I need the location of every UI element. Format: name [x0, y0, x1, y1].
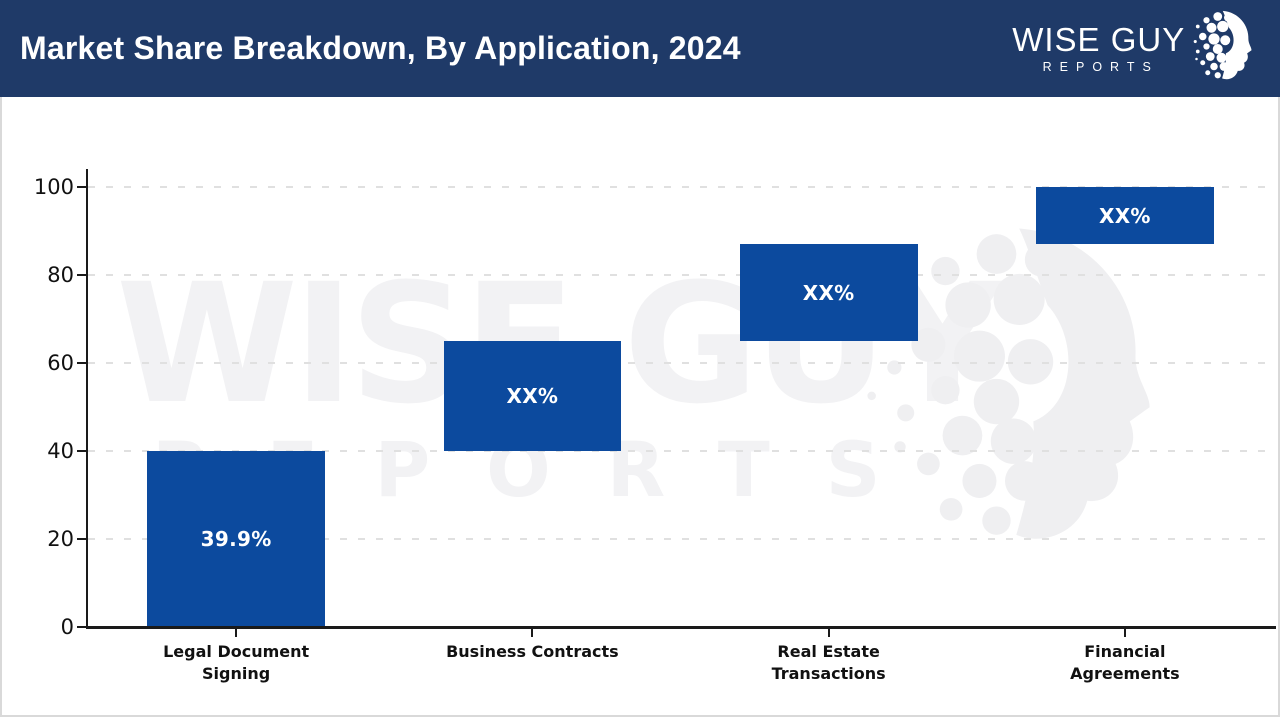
x-category-label-4: Financial Agreements — [1070, 642, 1180, 683]
gridline-60 — [88, 362, 1273, 364]
chart-bar-3: XX% — [739, 244, 918, 341]
x-category-label-3: Real Estate Transactions — [771, 642, 886, 683]
chart-bar-2: XX% — [443, 341, 622, 451]
y-tick-mark-60 — [77, 362, 86, 364]
chart-bar-4: XX% — [1036, 187, 1214, 245]
bar-value-label-3: XX% — [802, 280, 855, 305]
brand-logo: WISE GUY REPORTS — [1012, 9, 1258, 89]
gridline-40 — [88, 450, 1273, 452]
gridline-80 — [88, 274, 1273, 276]
x-tick-mark-2 — [531, 629, 534, 637]
x-tick-mark-4 — [1123, 629, 1126, 637]
x-tick-mark-1 — [235, 629, 238, 637]
y-tick-label-0: 0 — [60, 615, 74, 639]
y-tick-label-40: 40 — [47, 439, 74, 463]
y-tick-mark-40 — [77, 450, 86, 452]
y-tick-label-20: 20 — [47, 527, 74, 551]
gridline-20 — [88, 538, 1273, 540]
bar-value-label-4: XX% — [1098, 203, 1151, 228]
y-tick-label-80: 80 — [47, 263, 74, 287]
plot-area: 0 20 40 60 80 100 39.9% Legal Document Signing XX… — [34, 169, 1276, 683]
bar-value-label-1: 39.9% — [200, 527, 272, 551]
logo-wordmark: WISE GUY — [1012, 21, 1186, 58]
bar-value-label-2: XX% — [506, 384, 559, 408]
x-category-label-2: Business Contracts — [446, 642, 619, 661]
gridline-100 — [88, 186, 1273, 188]
logo-subtext: REPORTS — [1042, 60, 1159, 74]
page-title: Market Share Breakdown, By Application, … — [20, 30, 741, 66]
x-tick-mark-3 — [827, 629, 830, 637]
y-axis-line — [86, 169, 88, 628]
y-tick-label-100: 100 — [33, 175, 74, 199]
logo-head-icon — [1189, 9, 1258, 89]
y-tick-mark-100 — [77, 186, 86, 188]
x-axis-line — [86, 626, 1276, 629]
logo-text: WISE GUY REPORTS — [1012, 23, 1185, 74]
y-tick-label-60: 60 — [47, 351, 74, 375]
header-bar: Market Share Breakdown, By Application, … — [0, 0, 1280, 97]
chart-bar-1: 39.9% — [147, 451, 325, 627]
x-category-label-1: Legal Document Signing — [163, 642, 310, 683]
y-tick-mark-20 — [77, 538, 86, 540]
y-tick-mark-80 — [77, 274, 86, 276]
y-tick-mark-0 — [77, 626, 86, 628]
